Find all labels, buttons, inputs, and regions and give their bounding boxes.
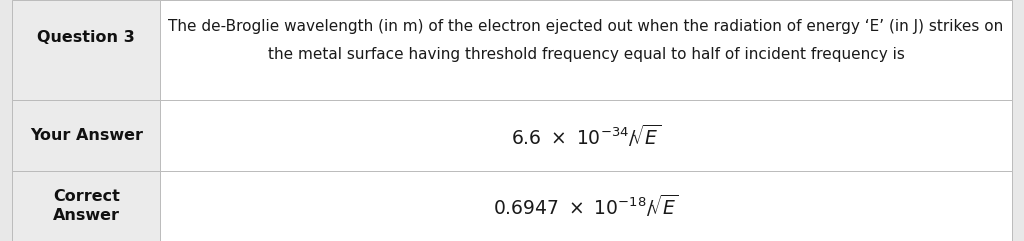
Bar	[160, 171, 1012, 241]
Bar	[12, 100, 160, 171]
Text: The de-Broglie wavelength (in m) of the electron ejected out when the radiation : The de-Broglie wavelength (in m) of the …	[168, 19, 1004, 34]
Text: the metal surface having threshold frequency equal to half of incident frequency: the metal surface having threshold frequ…	[267, 47, 904, 62]
Text: $0.6947\ \times\ 10^{-18}/\!\sqrt{E}$: $0.6947\ \times\ 10^{-18}/\!\sqrt{E}$	[493, 193, 679, 219]
Bar	[12, 171, 160, 241]
Text: Correct
Answer: Correct Answer	[53, 189, 120, 223]
Bar	[12, 0, 160, 100]
Text: Your Answer: Your Answer	[30, 128, 142, 143]
Bar	[160, 0, 1012, 100]
Text: Question 3: Question 3	[37, 30, 135, 46]
Text: $6.6\ \times\ 10^{-34}/\!\sqrt{E}$: $6.6\ \times\ 10^{-34}/\!\sqrt{E}$	[511, 122, 662, 149]
Bar	[160, 100, 1012, 171]
